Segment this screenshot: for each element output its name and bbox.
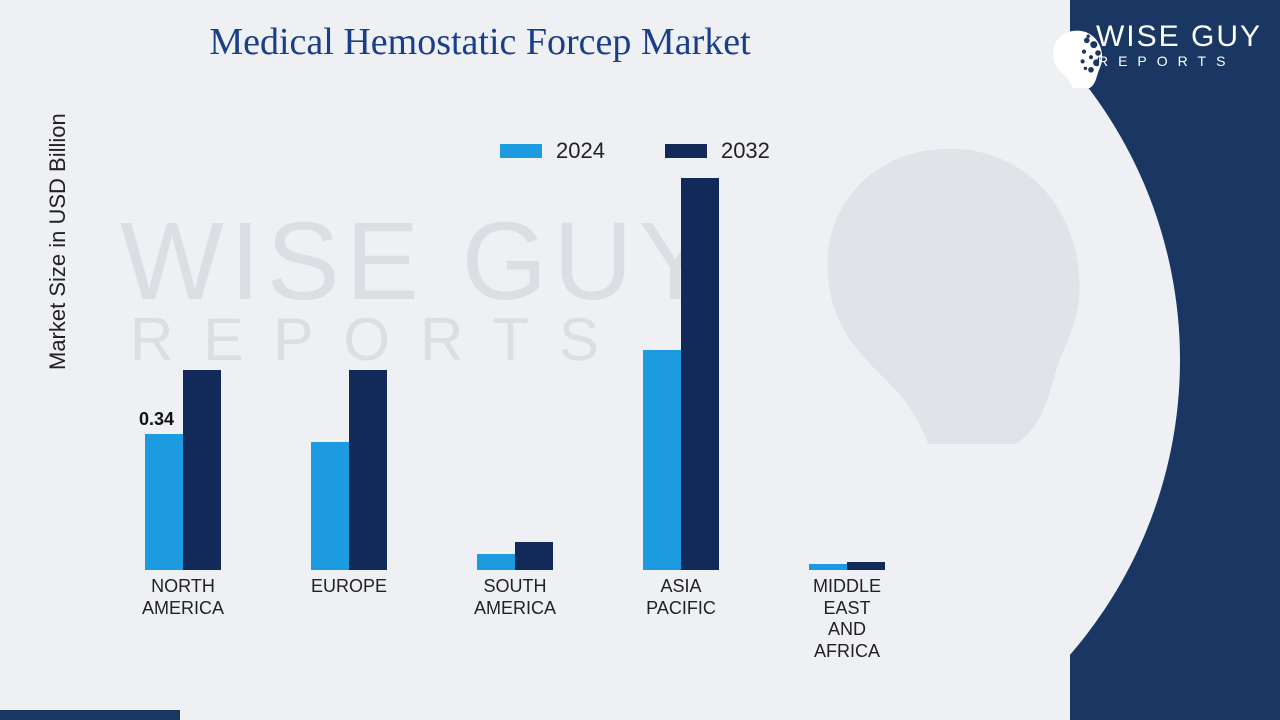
chart-plot: 0.34 — [100, 170, 930, 570]
y-axis-label: Market Size in USD Billion — [45, 113, 71, 370]
legend: 2024 2032 — [500, 138, 770, 164]
brand-logo: WISE GUY REPORTS — [1096, 22, 1262, 68]
legend-label-2024: 2024 — [556, 138, 605, 164]
bar — [809, 564, 847, 570]
bar — [183, 370, 221, 570]
bar — [643, 350, 681, 570]
legend-item-2024: 2024 — [500, 138, 605, 164]
bar — [477, 554, 515, 570]
bar — [681, 178, 719, 570]
bar-group — [643, 178, 719, 570]
legend-item-2032: 2032 — [665, 138, 770, 164]
bar — [515, 542, 553, 570]
legend-swatch-2032 — [665, 144, 707, 158]
bar-group — [311, 370, 387, 570]
category-label: MIDDLEEASTANDAFRICA — [777, 576, 917, 662]
bar — [311, 442, 349, 570]
category-label: SOUTHAMERICA — [445, 576, 585, 619]
brand-line2: REPORTS — [1096, 54, 1262, 68]
bar — [349, 370, 387, 570]
legend-swatch-2024 — [500, 144, 542, 158]
bottom-accent-bar — [0, 710, 180, 720]
brand-line1: WISE GUY — [1096, 22, 1262, 52]
bar-group — [809, 562, 885, 570]
category-label: ASIAPACIFIC — [611, 576, 751, 619]
bar-value-label: 0.34 — [139, 409, 174, 430]
legend-label-2032: 2032 — [721, 138, 770, 164]
chart-title: Medical Hemostatic Forcep Market — [0, 20, 960, 64]
category-label: EUROPE — [279, 576, 419, 598]
bar: 0.34 — [145, 434, 183, 570]
bar-group — [477, 542, 553, 570]
bar — [847, 562, 885, 570]
bar-group: 0.34 — [145, 370, 221, 570]
category-label: NORTHAMERICA — [113, 576, 253, 619]
